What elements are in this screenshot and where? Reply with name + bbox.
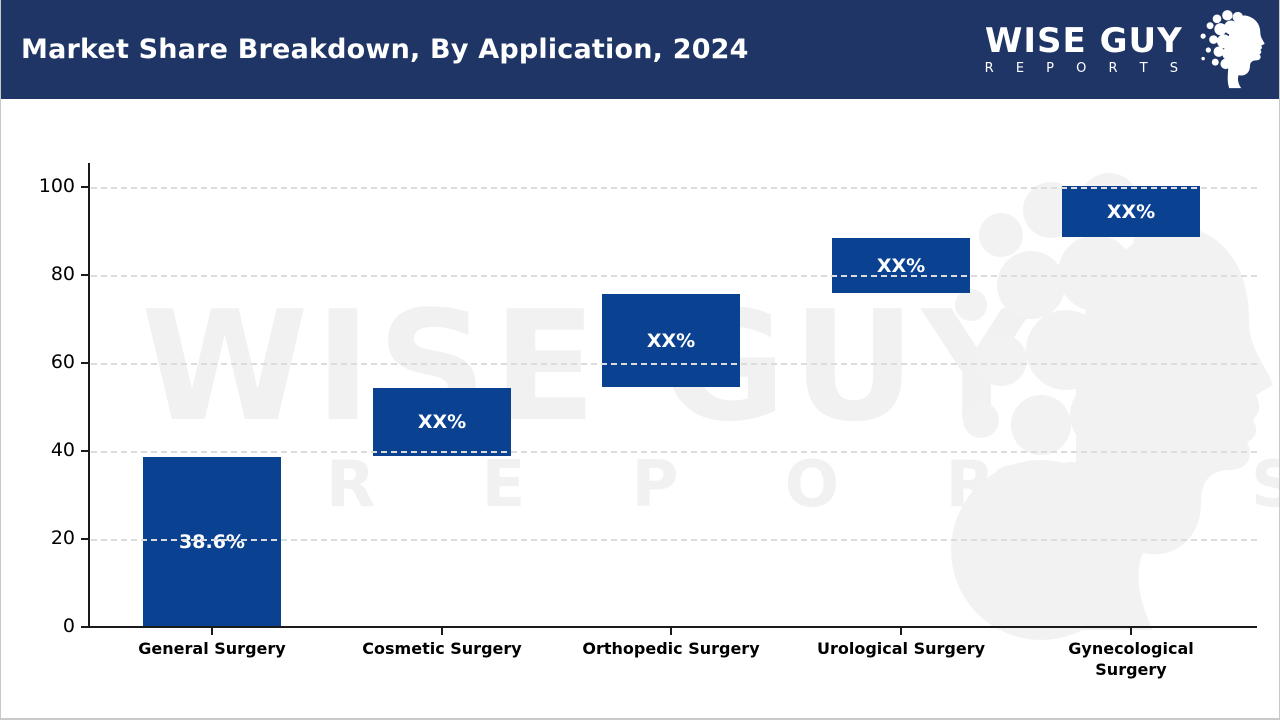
y-tick-0 [81, 626, 88, 628]
chart-title: Market Share Breakdown, By Application, … [21, 34, 749, 65]
y-tick-label-40: 40 [50, 439, 75, 461]
y-tick-20 [81, 538, 88, 540]
x-label-gynecological-surgery: Gynecological Surgery [1068, 639, 1194, 679]
bar-value-label: XX% [417, 411, 467, 433]
y-tick-80 [81, 274, 88, 276]
gridline-60 [91, 363, 1257, 365]
x-tick-urological [900, 628, 902, 635]
wise-guy-logo: WISE GUY R E P O R T S [981, 8, 1269, 92]
x-tick-general [211, 628, 213, 635]
bar-urological-surgery: XX% [832, 238, 970, 293]
gridline-80 [91, 275, 1257, 277]
bar-value-label: 38.6% [179, 531, 245, 553]
bar-value-label: XX% [876, 254, 926, 277]
x-label-orthopedic-surgery: Orthopedic Surgery [582, 639, 760, 658]
y-tick-60 [81, 362, 88, 364]
gridline-20 [91, 539, 1257, 541]
gridline-100 [91, 187, 1257, 189]
y-tick-label-20: 20 [50, 527, 75, 549]
bar-general-surgery: 38.6% [143, 457, 281, 627]
x-tick-cosmetic [441, 628, 443, 635]
logo-text: WISE GUY R E P O R T S [981, 24, 1187, 76]
bar-cosmetic-surgery: XX% [373, 388, 511, 456]
watermark-text-line1: WISE GUY [141, 278, 1038, 455]
logo-name: WISE GUY [984, 21, 1183, 61]
logo-subname: R E P O R T S [984, 61, 1187, 76]
y-tick-label-60: 60 [50, 351, 75, 373]
gridline-40 [91, 451, 1257, 453]
bar-gynecological-surgery: XX% [1062, 186, 1200, 237]
watermark-head-icon [951, 173, 1273, 640]
header-bar: Market Share Breakdown, By Application, … [1, 0, 1279, 99]
y-tick-100 [81, 186, 88, 188]
logo-head-icon [1200, 10, 1265, 89]
x-tick-orthopedic [670, 628, 672, 635]
x-label-urological-surgery: Urological Surgery [816, 639, 986, 658]
y-tick-40 [81, 450, 88, 452]
x-label-general-surgery: General Surgery [138, 639, 286, 658]
x-axis-line [87, 626, 1257, 628]
x-tick-gynecological [1130, 628, 1132, 635]
y-tick-label-0: 0 [62, 615, 75, 637]
bar-value-label: XX% [646, 329, 696, 352]
y-tick-label-80: 80 [50, 263, 75, 285]
bar-orthopedic-surgery: XX% [602, 294, 740, 387]
y-axis-spine [88, 163, 90, 628]
y-tick-label-100: 100 [38, 175, 75, 197]
x-label-cosmetic-surgery: Cosmetic Surgery [362, 639, 522, 658]
bar-value-label: XX% [1106, 200, 1156, 223]
